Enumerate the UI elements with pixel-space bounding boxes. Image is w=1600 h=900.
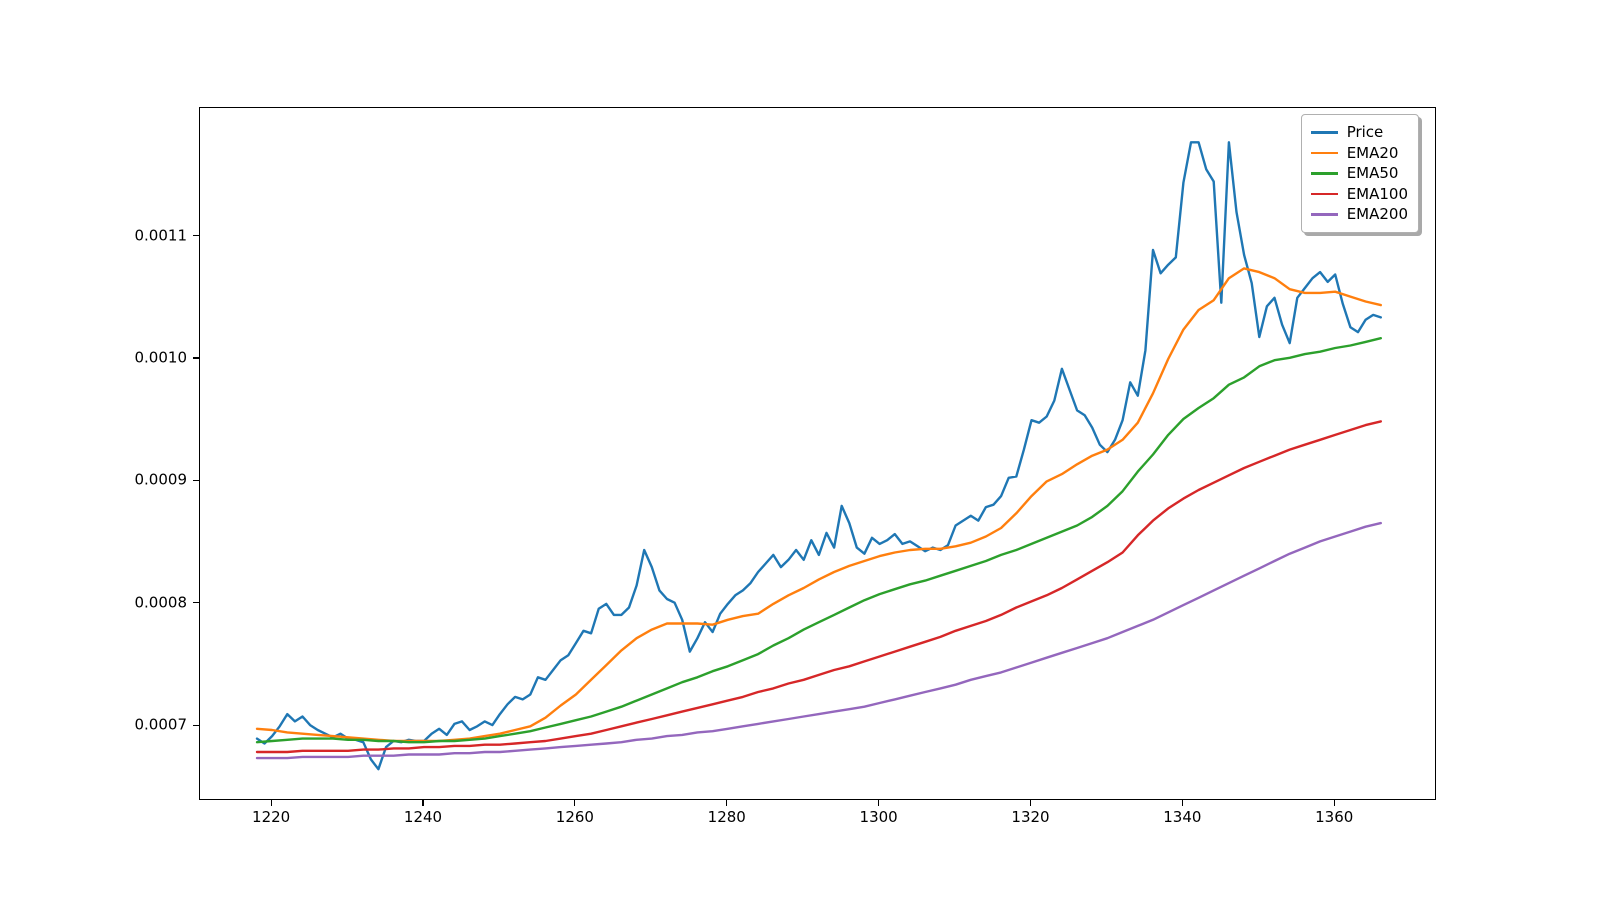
ema50-line	[255, 336, 1383, 744]
x-tick-label: 1300	[859, 808, 898, 826]
y-tick-mark	[193, 479, 199, 482]
ema200-line	[255, 521, 1383, 760]
y-tick-label: 0.0009	[134, 470, 188, 489]
x-tick-label: 1240	[403, 808, 443, 826]
y-tick-label: 0.0008	[134, 593, 188, 612]
y-tick-label: 0.0010	[134, 348, 188, 367]
x-tick-mark	[270, 800, 272, 806]
legend-line-sample	[1310, 131, 1338, 134]
legend-entry: Price	[1310, 122, 1408, 143]
x-tick-mark	[1029, 800, 1032, 806]
y-tick-mark	[193, 357, 199, 359]
legend-line-sample	[1310, 192, 1338, 195]
x-tick-mark	[726, 800, 728, 806]
x-tick-label: 1320	[1011, 808, 1050, 826]
x-tick-label: 1280	[707, 808, 746, 826]
legend-entry: EMA100	[1310, 184, 1408, 205]
x-tick-label: 1260	[555, 808, 594, 826]
legend-line-sample	[1310, 151, 1338, 154]
plot-area: Price EMA20 EMA50 EMA100 EMA200	[199, 107, 1436, 800]
y-tick-label: 0.0007	[134, 715, 188, 734]
legend: Price EMA20 EMA50 EMA100 EMA200	[1300, 114, 1419, 233]
x-tick-mark	[574, 800, 576, 806]
y-tick-mark	[193, 724, 199, 726]
y-tick-mark	[193, 234, 199, 237]
x-tick-mark	[1333, 800, 1335, 806]
legend-line-sample	[1310, 213, 1338, 216]
chart-canvas	[255, 141, 1383, 771]
ema100-line	[255, 420, 1383, 754]
legend-label: EMA20	[1346, 143, 1399, 162]
legend-label: EMA100	[1346, 184, 1408, 203]
legend-entry: EMA20	[1310, 143, 1408, 164]
y-tick-label: 0.0011	[134, 226, 188, 245]
x-tick-mark	[878, 800, 880, 806]
x-tick-mark	[422, 800, 424, 806]
legend-label: Price	[1346, 123, 1384, 142]
legend-label: EMA200	[1346, 205, 1408, 224]
x-tick-label: 1340	[1163, 808, 1202, 826]
price-line	[255, 141, 1383, 771]
legend-entry: EMA200	[1310, 204, 1408, 225]
x-tick-label: 1220	[252, 808, 291, 826]
ema20-line	[255, 267, 1383, 743]
legend-line-sample	[1310, 172, 1338, 175]
x-tick-mark	[1181, 800, 1183, 806]
legend-label: EMA50	[1346, 164, 1399, 183]
legend-entry: EMA50	[1310, 163, 1408, 184]
y-tick-mark	[193, 602, 199, 604]
x-tick-label: 1360	[1315, 808, 1354, 826]
